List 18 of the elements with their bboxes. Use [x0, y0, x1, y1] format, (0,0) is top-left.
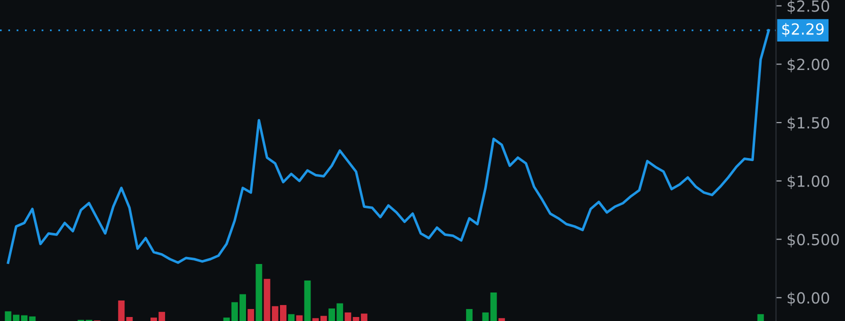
bar — [256, 264, 262, 321]
y-tick-label: $0.500 — [788, 233, 839, 248]
y-tick-label: $2.50 — [788, 0, 830, 14]
bar — [304, 280, 311, 321]
bar — [757, 314, 764, 321]
y-tick-label: $1.50 — [788, 116, 830, 131]
bar — [248, 309, 254, 321]
bar — [288, 314, 295, 321]
y-tick-label: $2.00 — [788, 58, 830, 72]
bar — [498, 318, 505, 321]
bar — [466, 309, 473, 321]
bar — [296, 315, 303, 321]
y-tick-label: $1.00 — [788, 175, 830, 189]
bar — [490, 292, 497, 321]
y-tick-label: $0.00 — [788, 292, 830, 306]
bar — [482, 312, 489, 321]
ref-line-label: $2.29 — [782, 22, 824, 37]
bar — [344, 312, 352, 321]
